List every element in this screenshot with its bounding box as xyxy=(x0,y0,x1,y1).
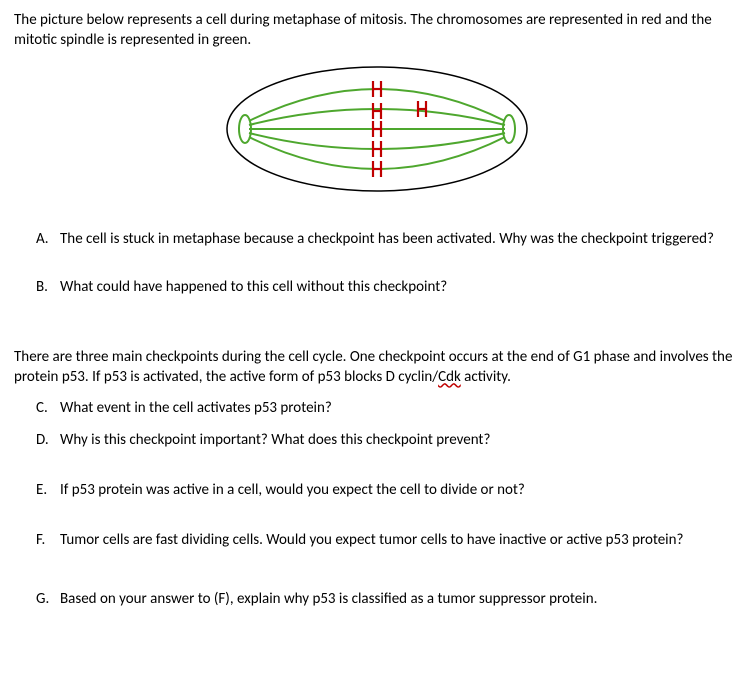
chromosome-offset xyxy=(418,101,426,117)
question-f: F. Tumor cells are fast dividing cells. … xyxy=(14,530,739,550)
cell-metaphase-diagram xyxy=(217,59,537,199)
chromosome-5 xyxy=(373,161,381,177)
question-g: G. Based on your answer to (F), explain … xyxy=(14,589,739,609)
question-list-1: A. The cell is stuck in metaphase becaus… xyxy=(14,229,739,298)
intro-paragraph-1: The picture below represents a cell duri… xyxy=(14,10,739,51)
question-letter: D. xyxy=(14,430,60,450)
question-text: Based on your answer to (F), explain why… xyxy=(60,589,739,609)
chromosome-2 xyxy=(373,103,381,119)
question-letter: G. xyxy=(14,589,60,609)
chromosome-1 xyxy=(373,81,381,97)
question-letter: C. xyxy=(14,398,60,418)
question-text: What event in the cell activates p53 pro… xyxy=(60,398,739,418)
question-c: C. What event in the cell activates p53 … xyxy=(14,398,739,418)
question-letter: B. xyxy=(14,277,60,297)
question-text: The cell is stuck in metaphase because a… xyxy=(60,229,739,249)
question-text: What could have happened to this cell wi… xyxy=(60,277,739,297)
chromosome-3 xyxy=(373,121,381,137)
question-a: A. The cell is stuck in metaphase becaus… xyxy=(14,229,739,249)
question-d: D. Why is this checkpoint important? Wha… xyxy=(14,430,739,450)
question-text: If p53 protein was active in a cell, wou… xyxy=(60,480,739,500)
question-list-2: C. What event in the cell activates p53 … xyxy=(14,398,739,609)
chromosome-4 xyxy=(373,141,381,157)
question-b: B. What could have happened to this cell… xyxy=(14,277,739,297)
cell-diagram-container xyxy=(14,59,739,199)
intro-paragraph-2: There are three main checkpoints during … xyxy=(14,347,739,388)
question-e: E. If p53 protein was active in a cell, … xyxy=(14,480,739,500)
intro2-part-b: activity. xyxy=(461,368,511,386)
question-letter: F. xyxy=(14,530,60,550)
question-text: Why is this checkpoint important? What d… xyxy=(60,430,739,450)
spellcheck-squiggle: Cdk xyxy=(438,368,461,386)
intro2-part-a: There are three main checkpoints during … xyxy=(14,348,732,386)
question-letter: E. xyxy=(14,480,60,500)
question-letter: A. xyxy=(14,229,60,249)
question-text: Tumor cells are fast dividing cells. Wou… xyxy=(60,530,739,550)
